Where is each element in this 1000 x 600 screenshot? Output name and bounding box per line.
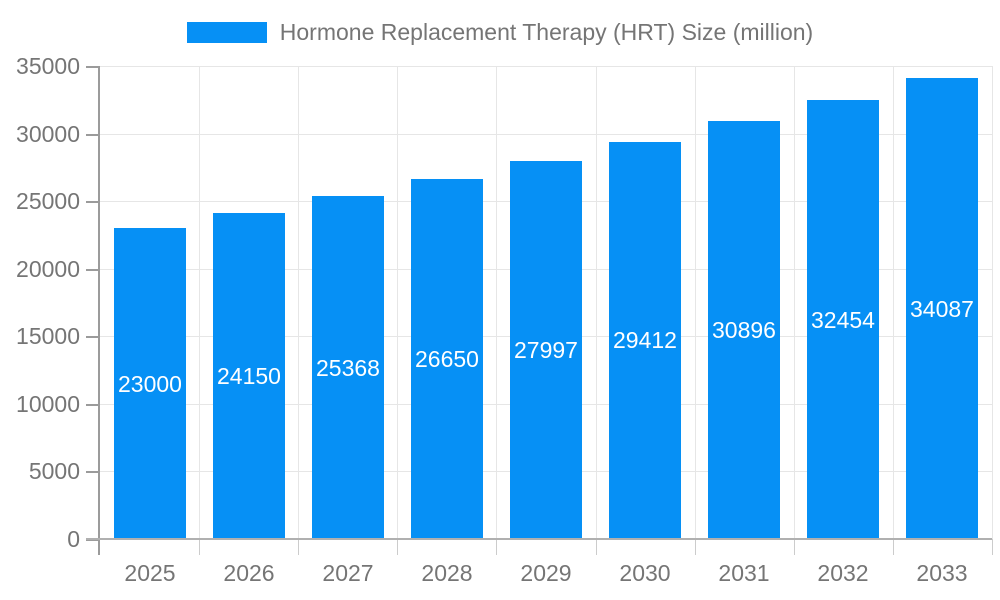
x-tick-label: 2029: [520, 560, 572, 586]
y-tick: [86, 471, 100, 473]
y-tick: [86, 201, 100, 203]
x-tick-label: 2030: [619, 560, 671, 586]
y-tick-label: 5000: [28, 458, 80, 484]
bar-2031[interactable]: [708, 121, 780, 539]
bar-value-label: 24150: [217, 363, 281, 389]
y-tick: [86, 539, 100, 541]
bar-value-label: 26650: [415, 346, 479, 372]
x-gridline: [794, 66, 795, 539]
y-axis-line: [98, 66, 100, 555]
y-tick: [86, 404, 100, 406]
y-gridline: [100, 134, 992, 135]
bar-value-label: 23000: [118, 371, 182, 397]
legend-swatch[interactable]: [186, 21, 267, 43]
x-gridline: [992, 66, 993, 539]
y-tick-label: 30000: [16, 121, 80, 147]
x-gridline: [596, 66, 597, 539]
y-tick: [86, 134, 100, 136]
y-tick-label: 25000: [16, 188, 80, 214]
x-tick: [496, 539, 497, 555]
x-gridline: [695, 66, 696, 539]
bar-2029[interactable]: [510, 161, 582, 539]
bar-value-label: 30896: [712, 317, 776, 343]
x-tick: [199, 539, 200, 555]
x-tick: [794, 539, 795, 555]
x-tick: [893, 539, 894, 555]
y-tick: [86, 336, 100, 338]
x-axis-baseline: [86, 538, 992, 540]
x-tick: [298, 539, 299, 555]
y-tick: [86, 269, 100, 271]
bar-2032[interactable]: [807, 100, 879, 539]
x-gridline: [893, 66, 894, 539]
x-gridline: [199, 66, 200, 539]
bar-value-label: 34087: [910, 296, 974, 322]
bar-2027[interactable]: [312, 196, 384, 539]
bar-2028[interactable]: [411, 179, 483, 539]
x-gridline: [298, 66, 299, 539]
x-tick: [397, 539, 398, 555]
y-tick-label: 35000: [16, 53, 80, 79]
bar-value-label: 29412: [613, 327, 677, 353]
x-tick-label: 2033: [916, 560, 968, 586]
y-tick-label: 15000: [16, 323, 80, 349]
legend[interactable]: Hormone Replacement Therapy (HRT) Size (…: [0, 16, 1000, 48]
y-tick-label: 20000: [16, 256, 80, 282]
bar-2026[interactable]: [213, 213, 285, 539]
y-gridline: [100, 66, 992, 67]
legend-label: Hormone Replacement Therapy (HRT) Size (…: [279, 18, 814, 45]
x-gridline: [397, 66, 398, 539]
x-tick: [596, 539, 597, 555]
x-tick: [695, 539, 696, 555]
x-tick-label: 2032: [817, 560, 869, 586]
x-tick-label: 2025: [124, 560, 176, 586]
y-tick: [86, 66, 100, 68]
bar-2033[interactable]: [906, 78, 978, 539]
bar-value-label: 32454: [811, 307, 875, 333]
bar-2025[interactable]: [114, 228, 186, 539]
x-tick: [992, 539, 993, 555]
bar-value-label: 25368: [316, 355, 380, 381]
x-tick-label: 2031: [718, 560, 770, 586]
bar-2030[interactable]: [609, 142, 681, 539]
x-tick-label: 2028: [421, 560, 473, 586]
bar-value-label: 27997: [514, 337, 578, 363]
y-tick-label: 0: [67, 526, 80, 552]
x-tick-label: 2027: [322, 560, 374, 586]
y-tick-label: 10000: [16, 391, 80, 417]
x-tick-label: 2026: [223, 560, 275, 586]
x-gridline: [496, 66, 497, 539]
